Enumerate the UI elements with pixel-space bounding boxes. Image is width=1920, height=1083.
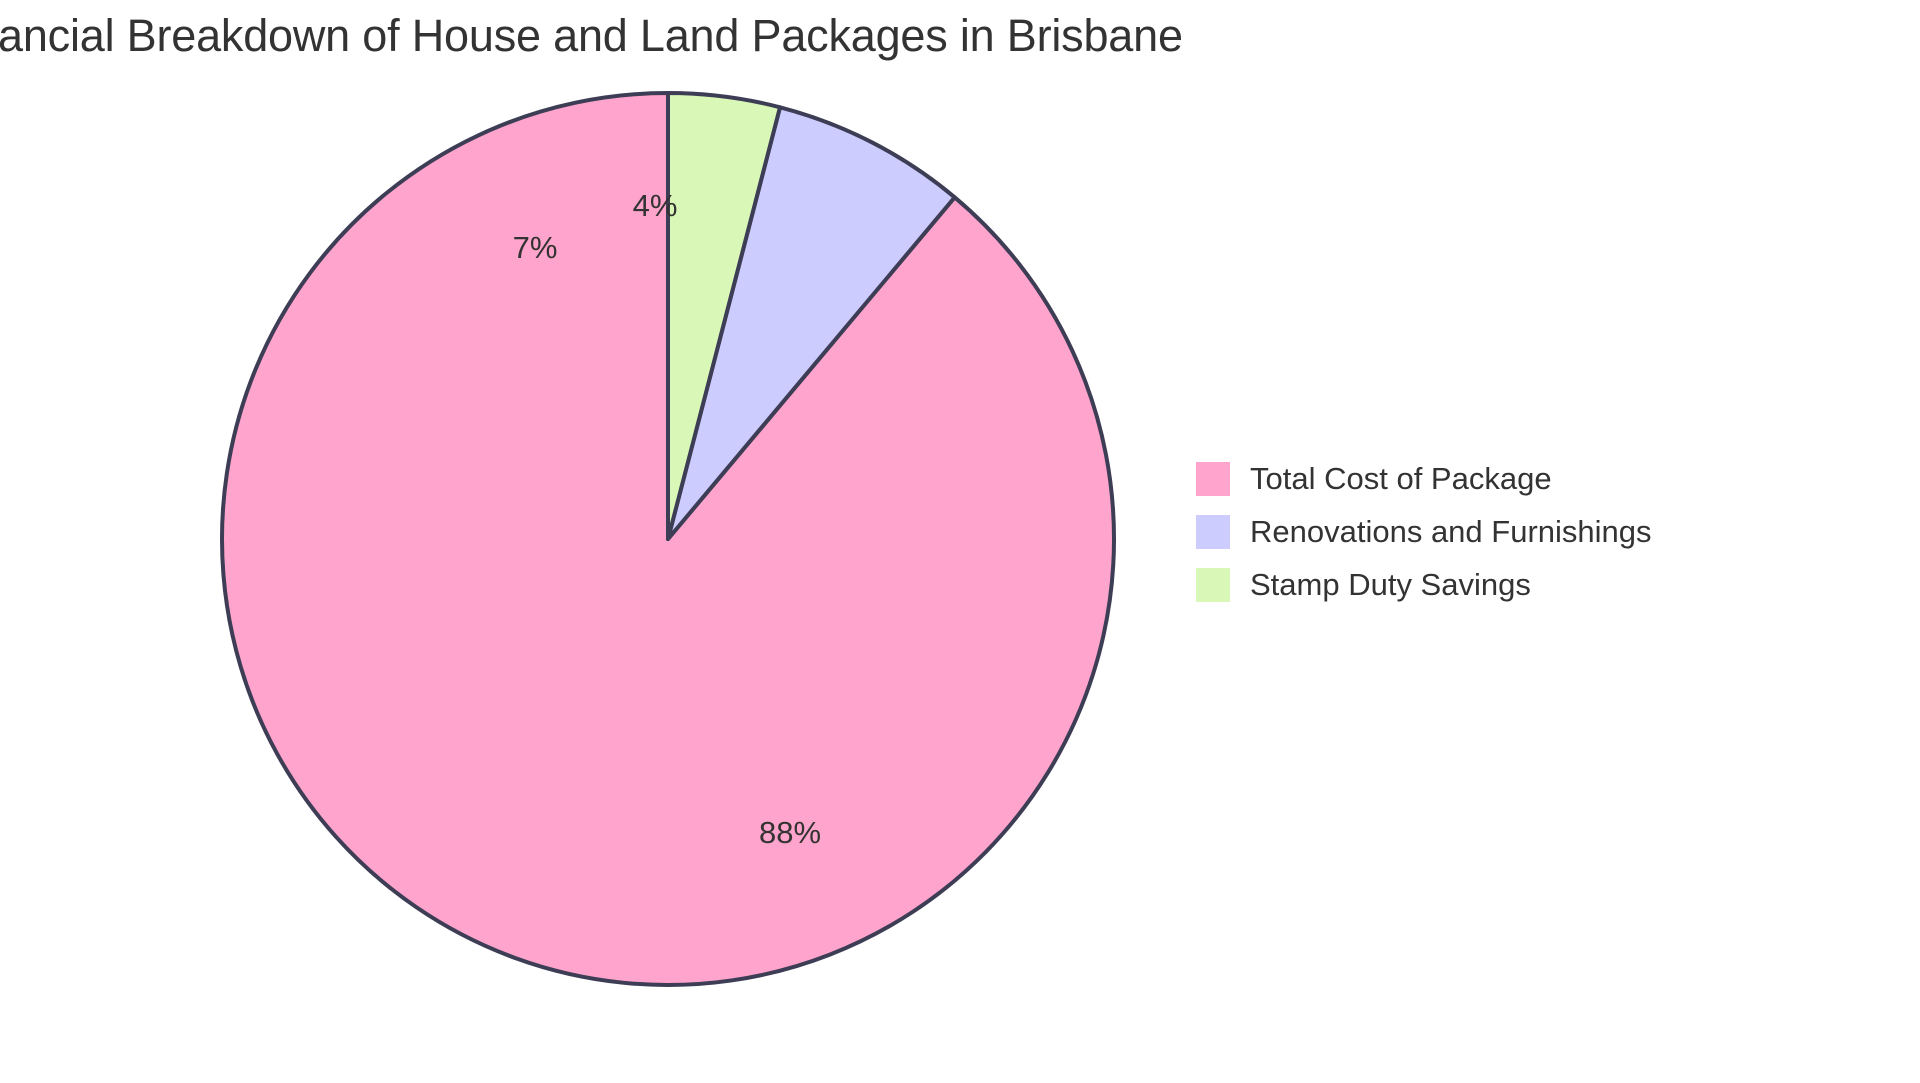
pie-slices-group [220, 91, 1116, 987]
legend-item-label: Total Cost of Package [1250, 461, 1552, 496]
legend-item[interactable]: Total Cost of Package [1196, 452, 1756, 505]
pie-slice-percent-label: 88% [759, 815, 821, 850]
page-title: ancial Breakdown of House and Land Packa… [0, 10, 1183, 61]
pie-labels-group: 88% 7% 4% [513, 188, 821, 850]
pie-slice[interactable] [666, 105, 957, 541]
legend-item[interactable]: Renovations and Furnishings [1196, 505, 1756, 558]
legend-swatch-icon [1196, 514, 1230, 549]
legend-item-label: Renovations and Furnishings [1250, 514, 1652, 549]
legend: Total Cost of Package Renovations and Fur… [1196, 452, 1756, 611]
legend-item-label: Stamp Duty Savings [1250, 567, 1531, 602]
pie-slice[interactable] [666, 91, 783, 541]
legend-swatch-icon [1196, 461, 1230, 496]
pie-slice-percent-label: 7% [513, 230, 558, 265]
pie-plot-area: 88% 7% 4% [220, 91, 1116, 987]
pie-svg: 88% 7% 4% [220, 91, 1116, 987]
legend-swatch-icon [1196, 567, 1230, 602]
legend-item[interactable]: Stamp Duty Savings [1196, 558, 1756, 611]
pie-slice-percent-label: 4% [633, 188, 678, 223]
